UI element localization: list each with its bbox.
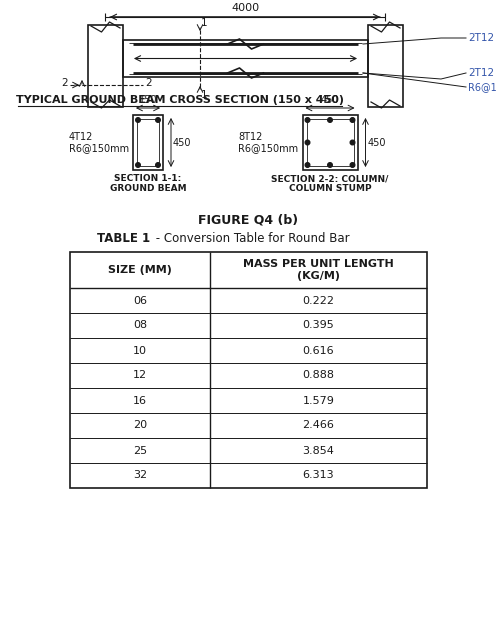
Circle shape xyxy=(156,163,161,167)
Text: 450: 450 xyxy=(173,138,191,147)
Text: 4000: 4000 xyxy=(231,3,259,13)
Bar xyxy=(368,25,403,107)
Bar xyxy=(70,252,427,488)
Text: 16: 16 xyxy=(133,396,147,406)
Text: 4T12
R6@150mm: 4T12 R6@150mm xyxy=(69,131,129,153)
Bar xyxy=(133,115,163,170)
Text: 20: 20 xyxy=(133,420,147,431)
Circle shape xyxy=(350,117,355,123)
Circle shape xyxy=(350,140,355,145)
Text: 12: 12 xyxy=(133,370,147,380)
Text: 2.466: 2.466 xyxy=(303,420,334,431)
Circle shape xyxy=(156,117,161,123)
Text: 2T12: 2T12 xyxy=(468,68,494,78)
Text: 450: 450 xyxy=(367,138,386,147)
Text: 1: 1 xyxy=(201,18,208,28)
Text: MASS PER UNIT LENGTH
(KG/M): MASS PER UNIT LENGTH (KG/M) xyxy=(243,259,394,281)
Circle shape xyxy=(328,163,332,167)
Text: 0.395: 0.395 xyxy=(303,321,334,330)
Circle shape xyxy=(328,117,332,123)
Text: 0.222: 0.222 xyxy=(303,295,334,305)
Text: 06: 06 xyxy=(133,295,147,305)
Circle shape xyxy=(350,163,355,167)
Circle shape xyxy=(305,140,310,145)
Text: 6.313: 6.313 xyxy=(303,471,334,481)
Text: 450: 450 xyxy=(321,95,339,105)
Bar xyxy=(307,119,353,166)
Text: TABLE 1: TABLE 1 xyxy=(97,232,150,246)
Bar xyxy=(303,115,357,170)
Text: 32: 32 xyxy=(133,471,147,481)
Text: 8T12
R6@150mm: 8T12 R6@150mm xyxy=(239,131,299,153)
Text: - Conversion Table for Round Bar: - Conversion Table for Round Bar xyxy=(152,232,349,246)
Circle shape xyxy=(305,117,310,123)
Text: 2T12: 2T12 xyxy=(468,33,494,43)
Text: SECTION 1-1:
GROUND BEAM: SECTION 1-1: GROUND BEAM xyxy=(110,174,186,194)
Bar xyxy=(123,40,368,77)
Text: 08: 08 xyxy=(133,321,147,330)
Text: FIGURE Q4 (b): FIGURE Q4 (b) xyxy=(198,213,298,227)
Text: R6@150mm: R6@150mm xyxy=(468,82,497,92)
Text: 150: 150 xyxy=(139,95,157,105)
Text: 0.616: 0.616 xyxy=(303,345,334,356)
Text: 2: 2 xyxy=(145,78,152,88)
Bar xyxy=(137,119,159,166)
Text: SECTION 2-2: COLUMN/
COLUMN STUMP: SECTION 2-2: COLUMN/ COLUMN STUMP xyxy=(271,174,389,194)
Text: 3.854: 3.854 xyxy=(303,446,334,455)
Text: 2: 2 xyxy=(61,78,68,88)
Text: 10: 10 xyxy=(133,345,147,356)
Text: 25: 25 xyxy=(133,446,147,455)
Text: 1: 1 xyxy=(201,90,208,100)
Text: 0.888: 0.888 xyxy=(303,370,334,380)
Bar xyxy=(88,25,123,107)
Text: 1.579: 1.579 xyxy=(303,396,334,406)
Circle shape xyxy=(136,117,140,123)
Text: SIZE (MM): SIZE (MM) xyxy=(108,265,172,275)
Circle shape xyxy=(305,163,310,167)
Text: TYPICAL GROUND BEAM CROSS SECTION (150 x 450): TYPICAL GROUND BEAM CROSS SECTION (150 x… xyxy=(16,95,344,105)
Circle shape xyxy=(136,163,140,167)
